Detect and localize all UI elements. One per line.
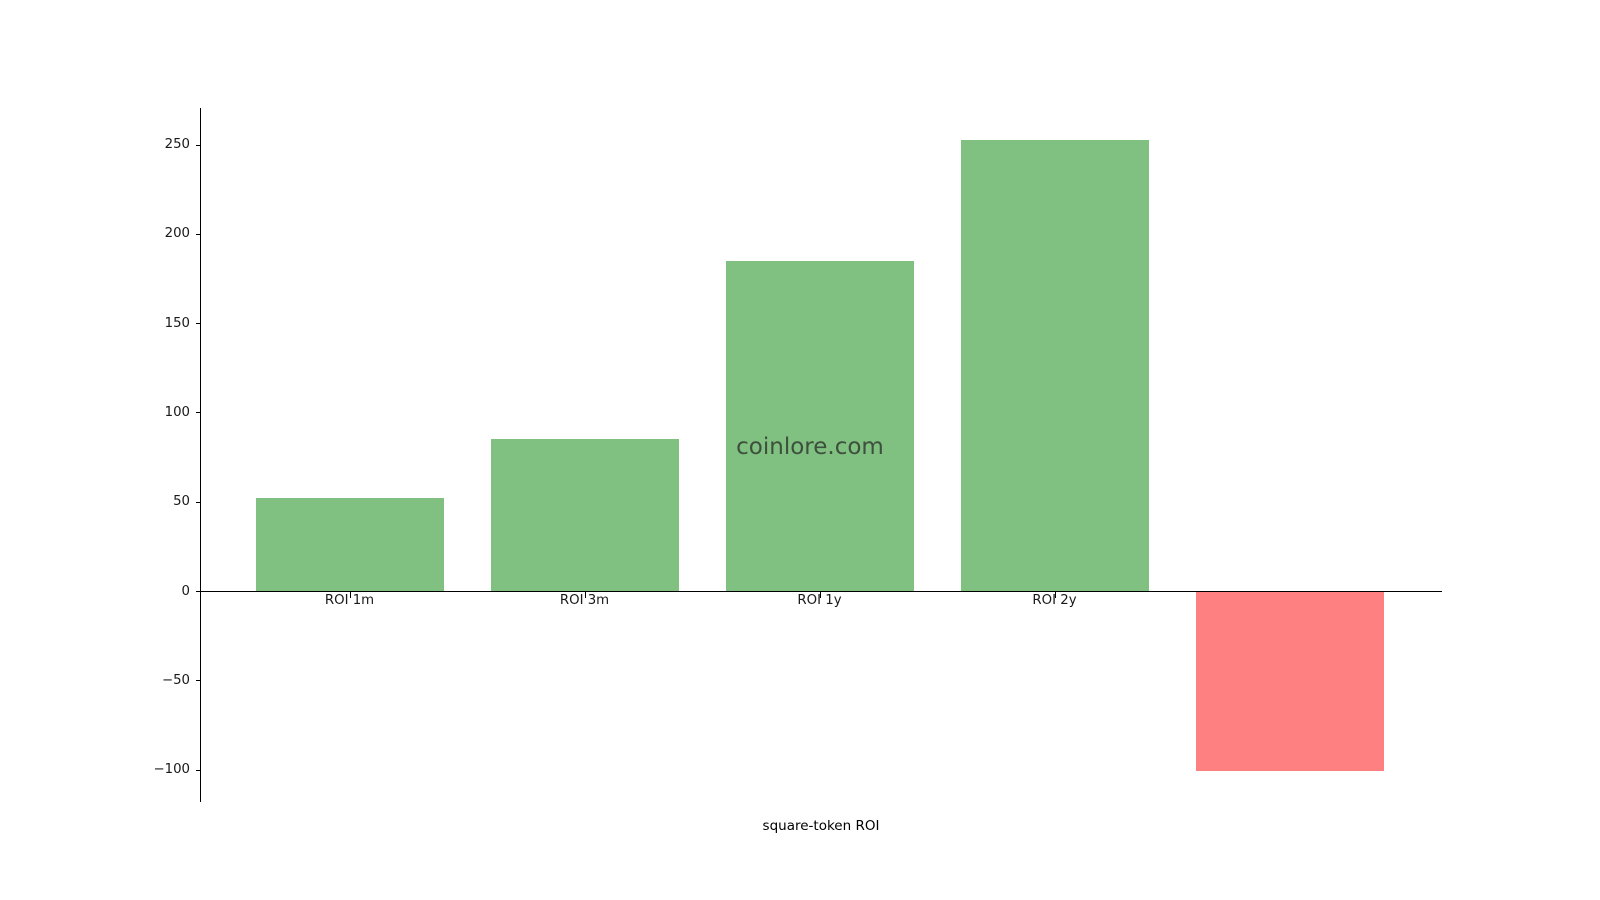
x-tick-mark — [819, 591, 821, 598]
y-tick-mark — [196, 591, 201, 592]
x-tick-label: ROI 1y — [797, 593, 842, 608]
bar-roi-1m — [255, 497, 444, 592]
y-tick-label: 150 — [164, 315, 190, 331]
y-tick-label: 100 — [164, 404, 190, 420]
bar-roi-3m — [490, 438, 679, 592]
x-tick-label: ROI 1m — [324, 593, 375, 608]
bar-roi-2y — [960, 139, 1149, 592]
x-tick-mark — [349, 591, 351, 598]
y-tick-mark — [196, 412, 201, 414]
x-axis-zero-line — [201, 591, 1442, 592]
y-tick-mark — [196, 680, 201, 682]
bar-roi-1y — [725, 261, 914, 592]
y-tick-mark — [196, 769, 201, 771]
chart-title: square-token ROI — [762, 818, 880, 834]
x-tick-mark — [1054, 591, 1056, 598]
x-tick-label: ROI 3m — [559, 593, 610, 608]
y-tick-mark — [196, 144, 201, 146]
y-tick-mark — [196, 323, 201, 325]
y-tick-label: 200 — [164, 226, 190, 242]
y-tick-mark — [196, 233, 201, 235]
x-tick-mark — [584, 591, 586, 598]
bar-unlabeled — [1195, 592, 1384, 771]
y-tick-label: 0 — [181, 583, 190, 599]
watermark-text: coinlore.com — [736, 434, 884, 460]
y-tick-label: −100 — [153, 762, 190, 778]
y-axis-line — [200, 108, 201, 802]
y-tick-label: 50 — [173, 494, 190, 510]
x-tick-label: ROI 2y — [1032, 593, 1077, 608]
y-tick-label: 250 — [164, 137, 190, 152]
y-tick-mark — [196, 501, 201, 503]
y-tick-label: −50 — [161, 672, 190, 688]
